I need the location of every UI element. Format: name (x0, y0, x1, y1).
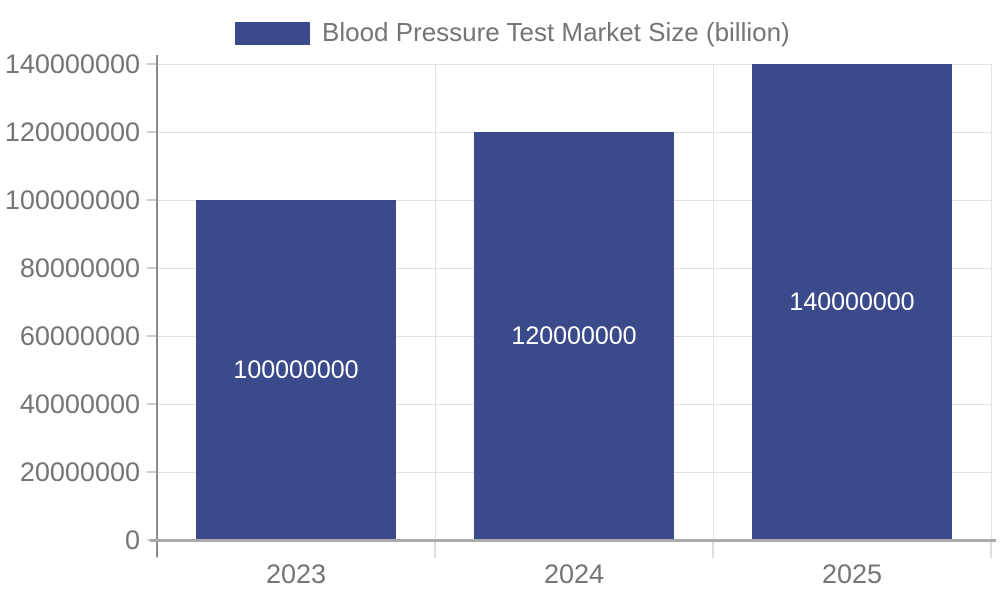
y-axis-tick (147, 471, 157, 473)
y-tick-label: 100000000 (4, 185, 140, 215)
chart-legend: Blood Pressure Test Market Size (billion… (235, 17, 790, 47)
y-axis-tick (147, 335, 157, 337)
gridline-horizontal (157, 63, 991, 65)
x-axis-tick (990, 541, 992, 558)
x-axis-tick (712, 541, 714, 558)
y-tick-label: 20000000 (19, 457, 140, 487)
x-axis-tick (434, 541, 436, 558)
y-axis-tick (147, 131, 157, 133)
legend-swatch (235, 22, 310, 45)
x-tick-label: 2024 (543, 559, 605, 589)
bar-2025 (752, 64, 952, 540)
y-tick-label: 80000000 (19, 253, 140, 283)
gridline-vertical (434, 64, 436, 540)
y-axis-tick (147, 63, 157, 65)
y-axis-spine (156, 55, 158, 557)
y-axis-tick (147, 199, 157, 201)
y-tick-label: 40000000 (19, 389, 140, 419)
x-tick-label: 2025 (821, 559, 883, 589)
gridline-vertical (990, 64, 992, 540)
x-axis-baseline (150, 539, 996, 542)
y-tick-label: 60000000 (19, 321, 140, 351)
bar-2024 (474, 132, 674, 540)
y-axis-tick (147, 267, 157, 269)
y-tick-label: 120000000 (4, 117, 140, 147)
x-tick-label: 2023 (265, 559, 327, 589)
y-axis-tick (147, 403, 157, 405)
bar-value-label: 100000000 (233, 356, 359, 384)
y-tick-label: 140000000 (4, 49, 140, 79)
y-tick-label: 0 (124, 525, 140, 555)
bar-value-label: 120000000 (511, 322, 637, 350)
legend-label: Blood Pressure Test Market Size (billion… (322, 17, 790, 47)
bar-2023 (196, 200, 396, 540)
gridline-vertical (712, 64, 714, 540)
bar-value-label: 140000000 (789, 288, 915, 316)
